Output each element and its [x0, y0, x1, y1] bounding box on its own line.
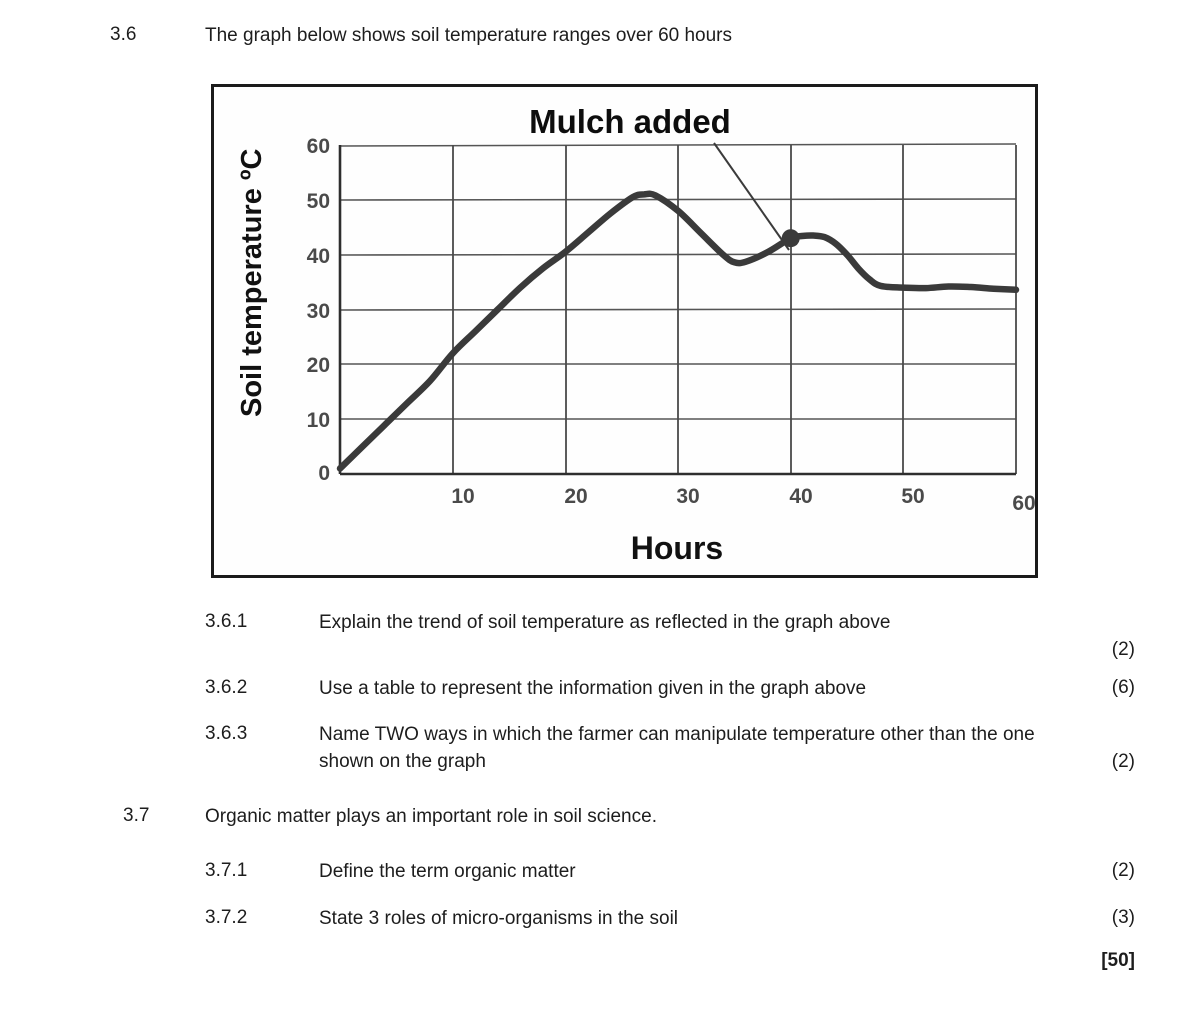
y-axis-title: Soil temperature ºC — [236, 149, 268, 417]
question-text-3-7-2: State 3 roles of micro-organisms in the … — [319, 908, 679, 929]
question-mark-3-6-3: (2) — [1111, 751, 1135, 772]
temperature-curve — [336, 190, 1020, 472]
annotation-leader-line — [713, 142, 790, 251]
question-number-3-6-2: 3.6.2 — [205, 677, 248, 698]
x-tick-20: 20 — [564, 485, 587, 508]
y-tick-40: 40 — [307, 245, 330, 268]
x-tick-10: 10 — [451, 485, 474, 508]
y-tick-30: 30 — [307, 300, 330, 323]
question-number-3-6-3: 3.6.3 — [205, 723, 248, 744]
question-mark-3-7-1: (2) — [1111, 860, 1135, 881]
question-mark-3-6-1: (2) — [1111, 639, 1135, 660]
question-number-3-6-1: 3.6.1 — [205, 611, 248, 632]
y-tick-60: 60 — [307, 135, 330, 158]
x-tick-40: 40 — [789, 485, 812, 508]
x-tick-60: 60 — [1012, 492, 1035, 515]
question-number-3-7-1: 3.7.1 — [205, 860, 248, 881]
y-tick-50: 50 — [307, 190, 330, 213]
mulch-added-marker — [781, 229, 800, 248]
mulch-added-annotation-label: Mulch added — [529, 103, 731, 140]
y-tick-20: 20 — [307, 354, 330, 377]
x-axis-tick-labels: 10 20 30 40 50 60 — [451, 485, 1035, 515]
x-tick-30: 30 — [676, 485, 699, 508]
question-text-3-6: The graph below shows soil temperature r… — [205, 25, 733, 46]
question-text-3-7-1: Define the term organic matter — [319, 861, 576, 882]
soil-temperature-graph-figure: 60 50 40 30 20 10 0 10 20 30 40 50 60 So… — [211, 84, 1038, 578]
y-axis-tick-labels: 60 50 40 30 20 10 0 — [307, 135, 330, 485]
question-number-3-6: 3.6 — [110, 24, 137, 45]
question-text-3-7: Organic matter plays an important role i… — [205, 806, 657, 827]
soil-temperature-chart: 60 50 40 30 20 10 0 10 20 30 40 50 60 So… — [236, 103, 1035, 566]
question-mark-3-6-2: (6) — [1111, 677, 1135, 698]
x-axis-title: Hours — [631, 530, 723, 566]
section-total-mark: [50] — [1101, 950, 1135, 971]
chart-axes — [338, 145, 1016, 476]
question-number-3-7-2: 3.7.2 — [205, 907, 248, 928]
y-tick-10: 10 — [307, 409, 330, 432]
vertical-gridlines — [452, 145, 1017, 474]
question-text-3-6-2: Use a table to represent the information… — [319, 678, 867, 699]
question-text-3-6-3: Name TWO ways in which the farmer can ma… — [319, 724, 1035, 772]
y-tick-0: 0 — [318, 462, 330, 485]
question-number-3-7: 3.7 — [123, 805, 150, 826]
x-tick-50: 50 — [901, 485, 924, 508]
question-mark-3-7-2: (3) — [1111, 907, 1135, 928]
question-text-3-6-1: Explain the trend of soil temperature as… — [319, 612, 891, 633]
